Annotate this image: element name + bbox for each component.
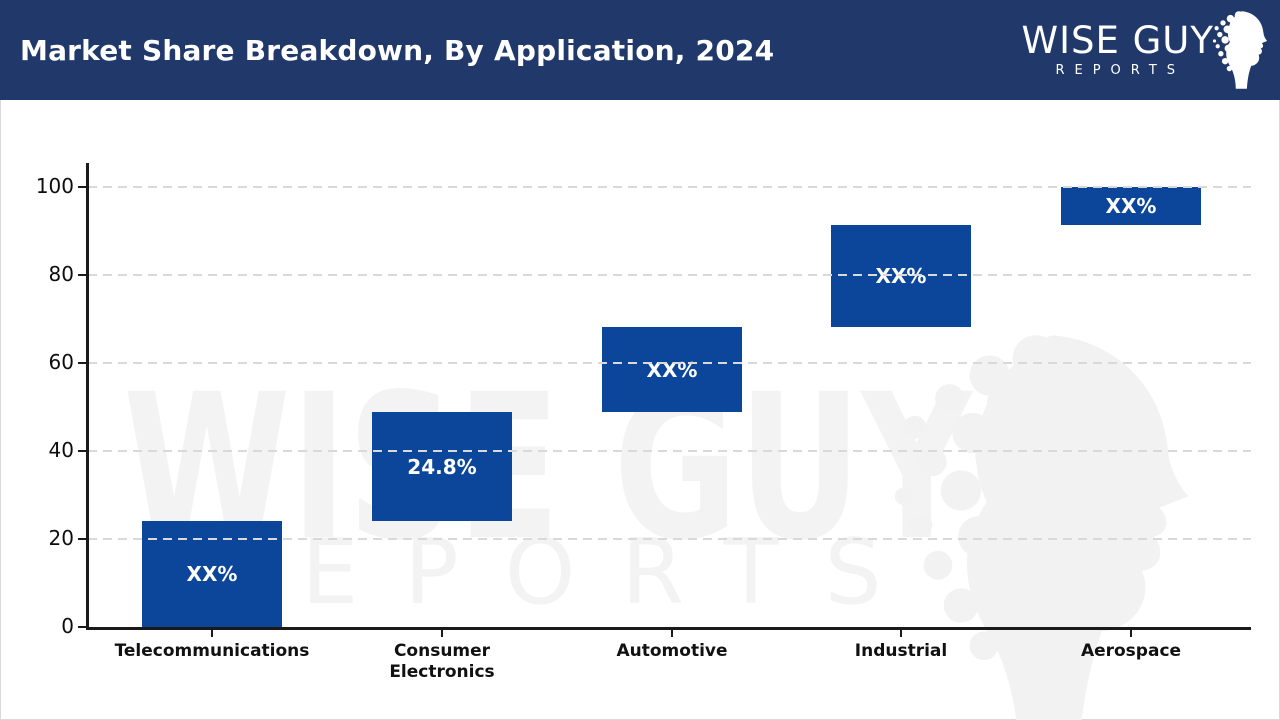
x-axis [86, 627, 1251, 630]
y-tick-label: 20 [48, 526, 74, 550]
y-tick-label: 0 [61, 614, 74, 638]
grid-line [88, 538, 1251, 540]
bar: 24.8% [372, 412, 512, 522]
x-tick-label: Telecommunications [114, 641, 310, 661]
page-title: Market Share Breakdown, By Application, … [20, 33, 775, 67]
chart-area: WISE GUY REPORTS 0 20 40 60 80 100 XX% Telecomm… [0, 100, 1280, 720]
logo-text: WISE GUY REPORTS [1022, 22, 1214, 78]
wiseguy-face-icon [1212, 10, 1268, 89]
grid-line [88, 362, 1251, 364]
x-tick-label: Consumer Electronics [389, 641, 495, 683]
y-axis [86, 163, 89, 629]
x-tick-mark [1130, 629, 1132, 637]
x-tick-mark [441, 629, 443, 637]
grid-line [88, 186, 1251, 188]
x-tick-mark [900, 629, 902, 637]
x-tick-mark [671, 629, 673, 637]
header: Market Share Breakdown, By Application, … [0, 0, 1280, 100]
grid-line [88, 274, 1251, 276]
bar-value-label: XX% [646, 357, 698, 382]
bar: XX% [1061, 187, 1201, 225]
x-tick-label: Aerospace [1080, 641, 1182, 661]
y-tick-mark [78, 362, 86, 364]
wiseguy-logo: WISE GUY REPORTS [1022, 8, 1272, 93]
bar-value-label: 24.8% [407, 454, 477, 479]
y-tick-label: 40 [48, 438, 74, 462]
y-tick-mark [78, 274, 86, 276]
grid-line [88, 450, 1251, 452]
y-tick-label: 80 [48, 262, 74, 286]
bar: XX% [602, 326, 742, 413]
logo-subtitle: REPORTS [1055, 63, 1186, 78]
y-tick-mark [78, 450, 86, 452]
y-tick-label: 60 [48, 350, 74, 374]
y-tick-label: 100 [35, 174, 74, 198]
y-tick-mark [78, 538, 86, 540]
x-tick-mark [211, 629, 213, 637]
y-tick-mark [78, 186, 86, 188]
bar-value-label: XX% [1105, 193, 1157, 218]
x-tick-label: Industrial [854, 641, 948, 661]
logo-name: WISE GUY [1021, 19, 1214, 62]
bar-value-label: XX% [186, 562, 238, 587]
watermark-text-reports: REPORTS [193, 520, 928, 625]
x-tick-label: Automotive [616, 641, 728, 661]
y-tick-mark [78, 626, 86, 628]
